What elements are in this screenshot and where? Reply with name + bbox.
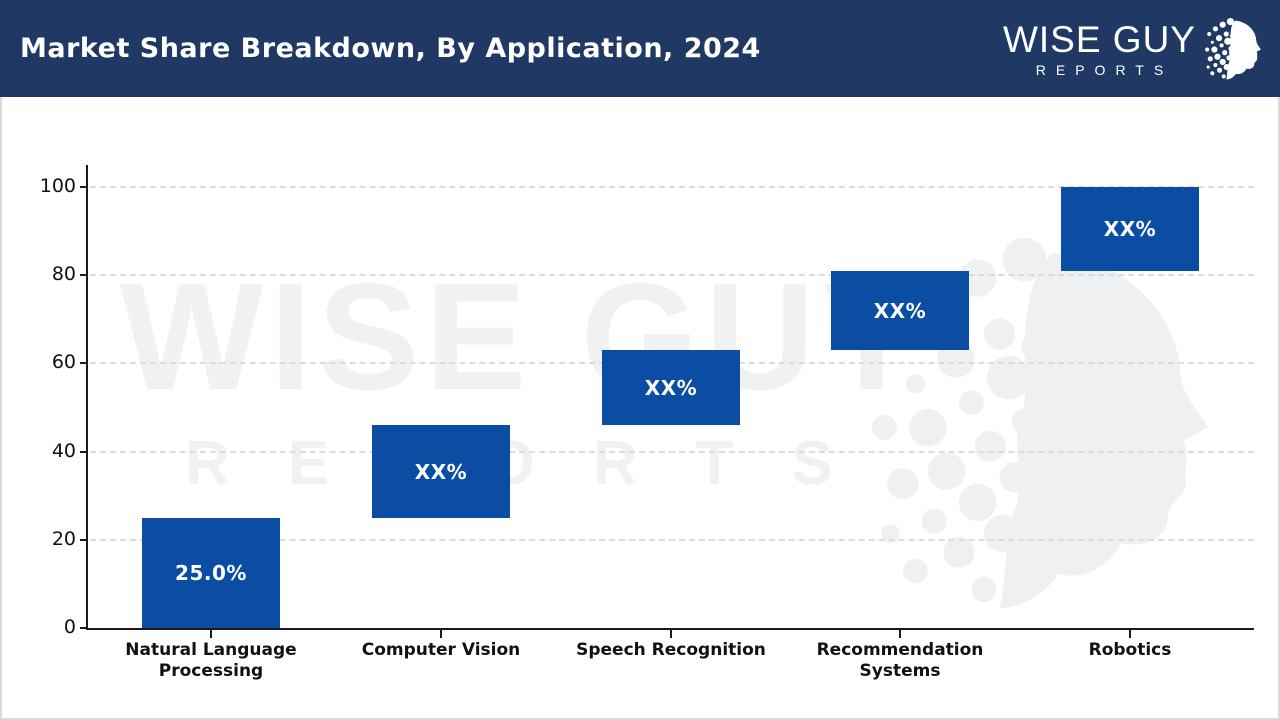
y-tick-40 <box>80 451 88 453</box>
x-tick-2 <box>440 630 442 638</box>
logo-wiseguy-text: WISE GUY <box>1002 18 1196 60</box>
x-tick-label-5: Robotics <box>1088 640 1172 660</box>
gridline-40 <box>90 451 1254 453</box>
logo-face-icon <box>1202 9 1264 89</box>
bar-2: XX% <box>372 425 510 518</box>
logo-text: WISE GUY REPORTS <box>1003 21 1196 77</box>
wise-guy-reports-logo: WISE GUY REPORTS <box>1003 9 1280 89</box>
y-tick-60 <box>80 362 88 364</box>
gridline-80 <box>90 274 1254 276</box>
watermark-reports-text: REPORTS <box>185 429 891 498</box>
x-tick-3 <box>670 630 672 638</box>
x-tick-label-1: Natural Language Processing <box>125 640 297 681</box>
bar-value-label: XX% <box>873 298 927 323</box>
x-tick-label-2: Computer Vision <box>361 640 521 660</box>
bar-value-label: XX% <box>414 459 468 484</box>
x-tick-5 <box>1129 630 1131 638</box>
y-tick-20 <box>80 539 88 541</box>
gridline-100 <box>90 186 1254 188</box>
bar-4: XX% <box>831 271 969 350</box>
y-axis-line <box>86 165 88 630</box>
x-axis-line <box>86 628 1254 630</box>
y-tick-label-60: 60 <box>51 351 76 373</box>
y-tick-0 <box>80 627 88 629</box>
bar-5: XX% <box>1061 187 1199 271</box>
bar-value-label: XX% <box>1103 217 1157 241</box>
logo-reports-text: REPORTS <box>1035 61 1174 78</box>
y-tick-label-40: 40 <box>51 440 76 462</box>
bar-1: 25.0% <box>142 518 280 628</box>
y-tick-100 <box>80 186 88 188</box>
x-tick-label-3: Speech Recognition <box>576 640 766 660</box>
bar-value-label: 25.0% <box>175 561 247 585</box>
bar-3: XX% <box>602 350 740 425</box>
y-tick-label-80: 80 <box>51 263 76 285</box>
y-tick-label-100: 100 <box>39 175 76 197</box>
bar-value-label: XX% <box>644 375 698 400</box>
x-tick-1 <box>210 630 212 638</box>
chart-title: Market Share Breakdown, By Application, … <box>20 33 761 64</box>
x-tick-4 <box>899 630 901 638</box>
header: Market Share Breakdown, By Application, … <box>0 0 1280 97</box>
x-tick-label-4: Recommendation Systems <box>816 640 984 681</box>
watermark-wiseguy-text: WISE GUY <box>120 252 929 422</box>
y-tick-80 <box>80 274 88 276</box>
gridline-20 <box>90 539 1254 541</box>
y-tick-label-0: 0 <box>63 616 76 638</box>
y-tick-label-20: 20 <box>51 528 76 550</box>
